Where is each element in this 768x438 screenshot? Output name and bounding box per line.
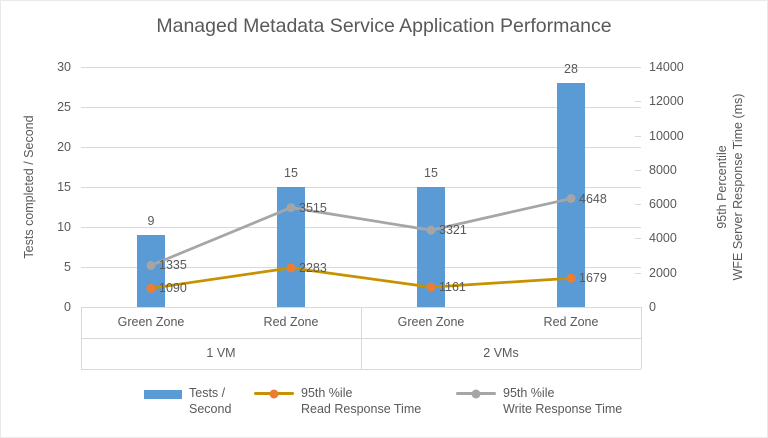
left-axis-tick-label: 20 <box>57 140 71 154</box>
left-axis-tick-label: 15 <box>57 180 71 194</box>
legend-label: Tests / Second <box>189 386 232 416</box>
right-axis-tick-label: 6000 <box>649 197 677 212</box>
category-label: Red Zone <box>543 315 599 329</box>
right-axis-tick-mark <box>635 101 641 103</box>
bar-value-label: 15 <box>284 166 298 180</box>
right-axis-title: 95th Percentile WFE Server Response Time… <box>714 69 746 305</box>
gridline <box>81 107 641 108</box>
right-axis-tick-label: 2000 <box>649 265 677 280</box>
legend-item-write-response-time: 95th %ile Write Response Time <box>456 386 622 417</box>
category-label: Red Zone <box>263 315 319 329</box>
point-value-label: 4648 <box>579 191 607 206</box>
legend-marker-read <box>269 389 279 398</box>
point-value-label: 1161 <box>439 280 466 295</box>
bar-value-label: 15 <box>424 166 438 180</box>
legend-label: 95th %ile Write Response Time <box>503 386 623 416</box>
legend-line-swatch-read <box>254 386 294 401</box>
legend-label: 95th %ile Read Response Time <box>301 386 422 416</box>
right-axis-tick-mark <box>635 169 641 171</box>
bar-value-label: 9 <box>147 214 155 228</box>
right-axis-tick-label: 14000 <box>649 60 684 74</box>
right-axis-title-line2: WFE Server Response Time (ms) <box>731 93 745 281</box>
right-axis-tick-mark <box>635 67 641 68</box>
gridline <box>81 187 641 188</box>
right-axis-tick-label: 12000 <box>649 94 684 109</box>
legend-item-read-response-time: 95th %ile Read Response Time <box>254 386 421 417</box>
right-axis-tick-label: 0 <box>649 300 656 314</box>
bar-value-label: 28 <box>564 62 578 76</box>
category-box-border <box>81 307 82 369</box>
legend-marker-write <box>471 389 481 398</box>
chart-title: Managed Metadata Service Application Per… <box>156 15 612 37</box>
left-axis-tick-label: 25 <box>57 100 71 114</box>
point-value-label: 3321 <box>439 223 467 238</box>
category-group-label: 1 VM <box>206 346 236 360</box>
category-box-border <box>361 307 362 369</box>
point-value-label: 1335 <box>159 258 187 273</box>
point-value-label: 3515 <box>299 200 327 215</box>
category-box-border <box>641 307 642 369</box>
line-series <box>149 197 573 267</box>
right-axis-tick-label: 4000 <box>649 231 677 246</box>
point-value-label: 1090 <box>159 281 187 296</box>
left-axis-tick-label: 0 <box>64 300 71 314</box>
legend-line-swatch-write <box>456 386 496 401</box>
right-axis-tick-mark <box>635 238 641 240</box>
left-axis-tick-label: 5 <box>64 260 71 274</box>
gridline <box>81 67 641 68</box>
right-axis-tick-label: 8000 <box>649 162 677 177</box>
category-box-border <box>81 369 641 370</box>
right-axis-title-line1: 95th Percentile <box>715 145 729 229</box>
category-label: Green Zone <box>117 315 185 329</box>
category-label: Green Zone <box>397 315 465 329</box>
right-axis-tick-label: 10000 <box>649 128 684 143</box>
point-value-label: 2283 <box>299 260 327 275</box>
legend-item-tests-per-second: Tests / Second <box>144 386 231 417</box>
category-group-label: 2 VMs <box>483 346 519 360</box>
point-value-label: 1679 <box>579 271 607 286</box>
right-axis-tick-mark <box>635 272 641 274</box>
legend-bar-swatch <box>144 390 182 399</box>
left-axis-tick-label: 30 <box>57 60 71 74</box>
gridline <box>81 147 641 148</box>
line-series <box>149 266 573 290</box>
left-axis-tick-label: 10 <box>57 220 71 234</box>
right-axis-tick-mark <box>635 135 641 137</box>
right-axis-tick-mark <box>635 204 641 206</box>
